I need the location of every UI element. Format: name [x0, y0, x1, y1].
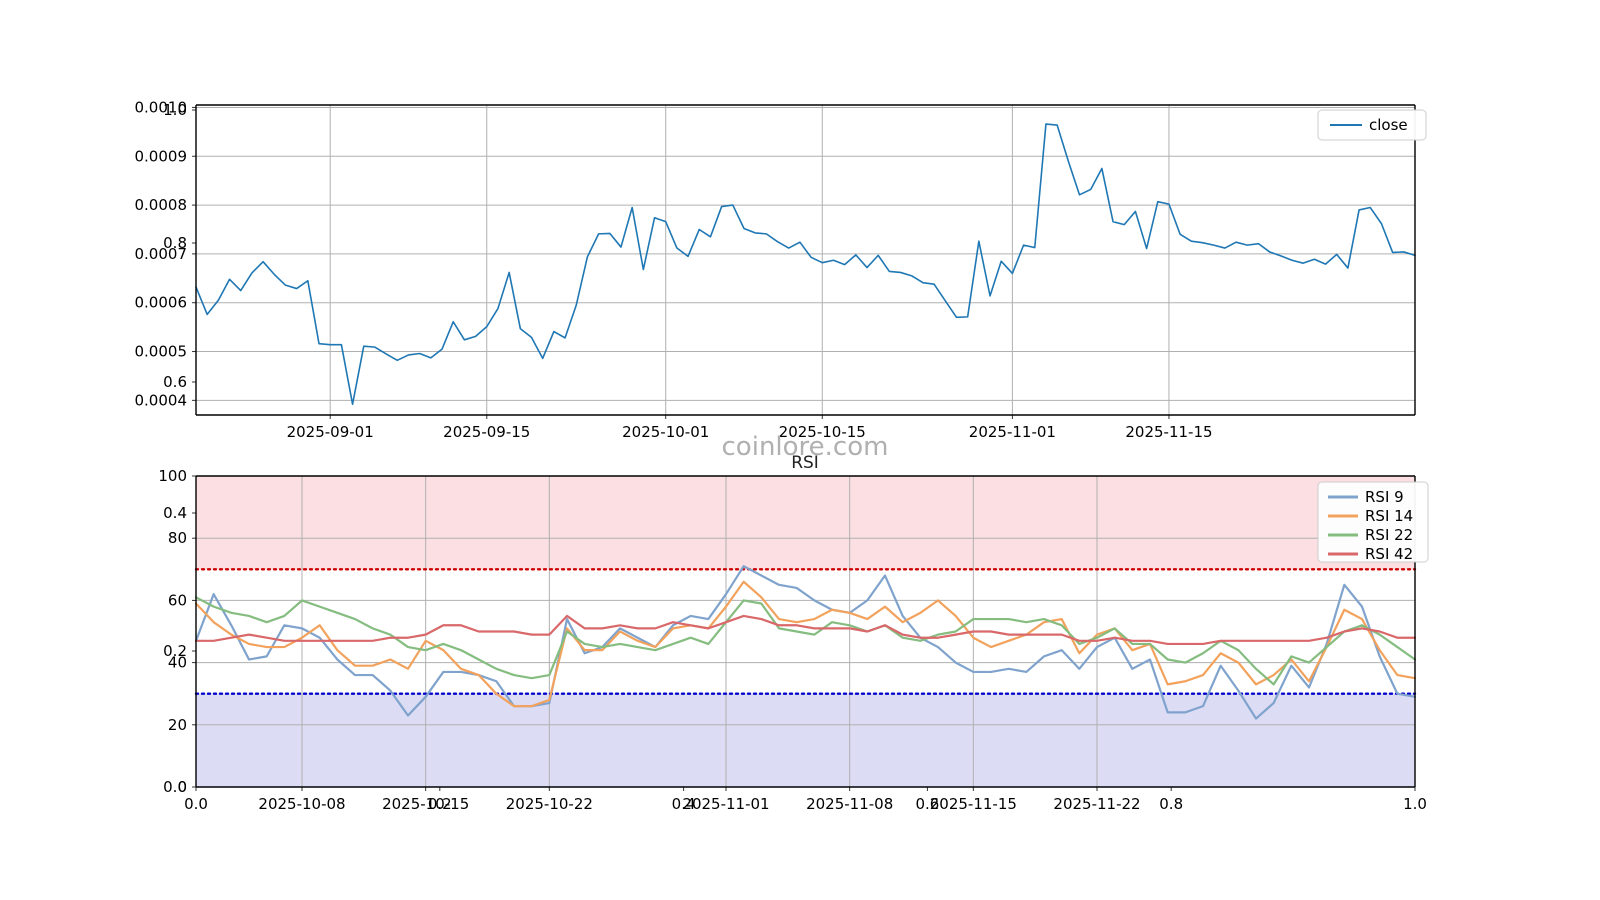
- rsi-xtick-label-secondary: 0.6: [915, 795, 939, 813]
- rsi-xtick-label-secondary: 0.2: [428, 795, 452, 813]
- price-xtick-label: 2025-11-15: [1125, 423, 1212, 441]
- price-panel: 0.0004 0.0005 0.0006 0.0007 0.0008 0.0009 0.00…: [135, 98, 1427, 441]
- watermark: coinlore.com: [722, 432, 889, 462]
- price-ytick-label-secondary: 0.6: [163, 373, 187, 391]
- rsi-ytick-label: 80: [168, 529, 187, 547]
- rsi-xtick-label: 2025-11-08: [806, 795, 893, 813]
- rsi-legend-label: RSI 9: [1365, 488, 1404, 506]
- rsi-xtick-label-secondary: 0.0: [184, 795, 208, 813]
- rsi-xtick-label: 2025-10-22: [506, 795, 593, 813]
- rsi-ytick-label-secondary: 0.2: [163, 642, 187, 660]
- rsi-panel: 0 20 40 60 80 100 0.0 0.2 0.4 2025-10-08 2025-10-1…: [158, 453, 1429, 813]
- price-ytick-label: 0.0006: [135, 294, 188, 312]
- rsi-xtick-label: 2025-10-15: [382, 795, 469, 813]
- rsi-xtick-label: 2025-11-15: [930, 795, 1017, 813]
- price-ytick-label: 0.0005: [135, 343, 188, 361]
- price-xtick-label: 2025-11-01: [969, 423, 1056, 441]
- rsi-xtick-label-secondary: 0.4: [672, 795, 696, 813]
- rsi-legend-label: RSI 42: [1365, 545, 1413, 563]
- rsi-legend-label: RSI 22: [1365, 526, 1413, 544]
- rsi-series-line: [194, 614, 1417, 646]
- price-legend-box: [1317, 109, 1427, 141]
- rsi-xtick-label: 2025-11-01: [682, 795, 769, 813]
- price-ytick-label: 0.0009: [135, 147, 188, 165]
- price-ytick-label: 0.0010: [135, 98, 188, 116]
- rsi-legend-label: RSI 14: [1365, 507, 1413, 525]
- price-legend-label: close: [1369, 116, 1408, 134]
- price-xtick-label: 2025-09-01: [287, 423, 374, 441]
- rsi-xtick-label: 2025-10-08: [258, 795, 345, 813]
- rsi-ytick-label-secondary: 0.4: [163, 504, 187, 522]
- rsi-ytick-label: 40: [168, 654, 187, 672]
- price-xtick-label: 2025-10-15: [779, 423, 866, 441]
- price-ytick-label-secondary: 0.8: [163, 234, 187, 252]
- rsi-series-line: [194, 580, 1417, 708]
- rsi-band: [196, 693, 1415, 787]
- price-ytick-label: 0.0007: [135, 245, 188, 263]
- rsi-series-line: [194, 596, 1417, 686]
- rsi-ytick-label: 60: [168, 591, 187, 609]
- rsi-xtick-label: 2025-11-22: [1053, 795, 1140, 813]
- price-xtick-label: 2025-10-01: [622, 423, 709, 441]
- price-series-line: [195, 123, 1416, 406]
- rsi-ytick-label: 0: [177, 778, 187, 796]
- price-ytick-label: 0.0008: [135, 196, 188, 214]
- price-xtick-label: 2025-09-15: [443, 423, 530, 441]
- rsi-ytick-label: 100: [158, 467, 187, 485]
- price-ytick-label-secondary: 1.0: [163, 101, 187, 119]
- rsi-ytick-label: 20: [168, 716, 187, 734]
- rsi-xtick-label-secondary: 1.0: [1403, 795, 1427, 813]
- rsi-ytick-label-secondary: 0.0: [163, 778, 187, 796]
- rsi-xtick-label-secondary: 0.8: [1159, 795, 1183, 813]
- rsi-legend-box: [1317, 481, 1429, 563]
- rsi-series-line: [194, 565, 1417, 720]
- price-plot-background: [196, 105, 1415, 415]
- price-legend[interactable]: close: [1317, 109, 1427, 141]
- watermark-text: coinlore.com: [722, 432, 889, 462]
- price-ytick-label: 0.0004: [135, 391, 188, 409]
- rsi-panel-title: RSI: [791, 453, 819, 473]
- rsi-band: [196, 476, 1415, 570]
